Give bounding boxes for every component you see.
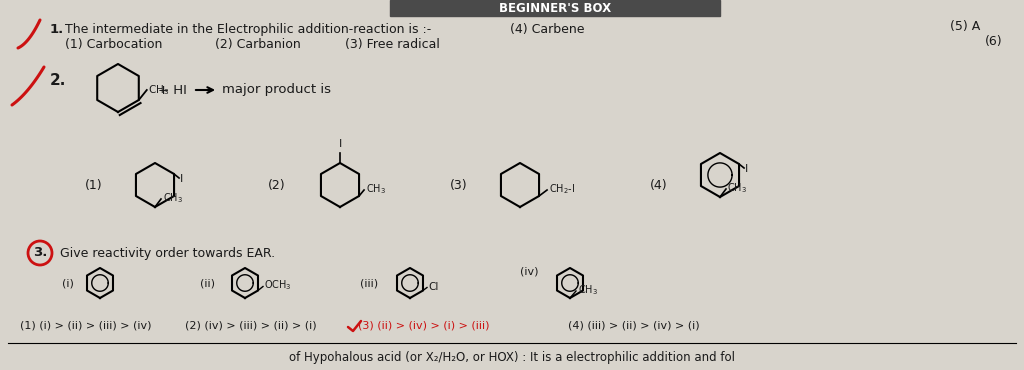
Text: The intermediate in the Electrophilic addition-reaction is :-: The intermediate in the Electrophilic ad… bbox=[65, 23, 431, 36]
Text: (iii): (iii) bbox=[360, 278, 378, 288]
Text: (ii): (ii) bbox=[200, 278, 215, 288]
Text: CH$_3$: CH$_3$ bbox=[147, 83, 169, 97]
Text: (i): (i) bbox=[62, 278, 74, 288]
Text: 2.: 2. bbox=[50, 73, 67, 88]
Text: (1) Carbocation: (1) Carbocation bbox=[65, 38, 163, 51]
Text: 3.: 3. bbox=[33, 246, 47, 259]
Text: (3) Free radical: (3) Free radical bbox=[345, 38, 440, 51]
Bar bbox=[390, 0, 720, 16]
Text: CH$_3$: CH$_3$ bbox=[727, 181, 748, 195]
Text: Cl: Cl bbox=[428, 282, 438, 292]
Text: (4) (iii) > (ii) > (iv) > (i): (4) (iii) > (ii) > (iv) > (i) bbox=[568, 320, 699, 330]
Text: 1.: 1. bbox=[50, 23, 65, 36]
Text: (1): (1) bbox=[85, 178, 102, 192]
Text: (4) Carbene: (4) Carbene bbox=[510, 23, 585, 36]
Text: (2) (iv) > (iii) > (ii) > (i): (2) (iv) > (iii) > (ii) > (i) bbox=[185, 320, 316, 330]
Text: OCH$_3$: OCH$_3$ bbox=[264, 279, 292, 292]
Text: I: I bbox=[338, 139, 342, 149]
Text: (2): (2) bbox=[268, 178, 286, 192]
Text: (6): (6) bbox=[985, 35, 1002, 48]
Text: (2) Carbanion: (2) Carbanion bbox=[215, 38, 301, 51]
Text: CH$_3$: CH$_3$ bbox=[366, 182, 386, 196]
Text: BEGINNER'S BOX: BEGINNER'S BOX bbox=[499, 1, 611, 14]
Text: (3): (3) bbox=[450, 178, 468, 192]
Text: CH$_3$: CH$_3$ bbox=[578, 283, 598, 297]
Text: CH$_3$: CH$_3$ bbox=[163, 191, 183, 205]
Text: (5) A: (5) A bbox=[950, 20, 980, 33]
Text: of Hypohalous acid (or X₂/H₂O, or HOX) : It is a electrophilic addition and fol: of Hypohalous acid (or X₂/H₂O, or HOX) :… bbox=[289, 352, 735, 364]
Text: (1) (i) > (ii) > (iii) > (iv): (1) (i) > (ii) > (iii) > (iv) bbox=[20, 320, 152, 330]
Text: I: I bbox=[180, 174, 183, 184]
Text: (iv): (iv) bbox=[520, 266, 539, 276]
Text: (3) (ii) > (iv) > (i) > (iii): (3) (ii) > (iv) > (i) > (iii) bbox=[358, 320, 489, 330]
Text: major product is: major product is bbox=[222, 84, 331, 97]
Text: I: I bbox=[745, 164, 749, 174]
Text: (4): (4) bbox=[650, 178, 668, 192]
Text: + HI: + HI bbox=[158, 84, 186, 97]
Text: CH$_2$-I: CH$_2$-I bbox=[549, 182, 575, 196]
Text: Give reactivity order towards EAR.: Give reactivity order towards EAR. bbox=[60, 246, 275, 259]
